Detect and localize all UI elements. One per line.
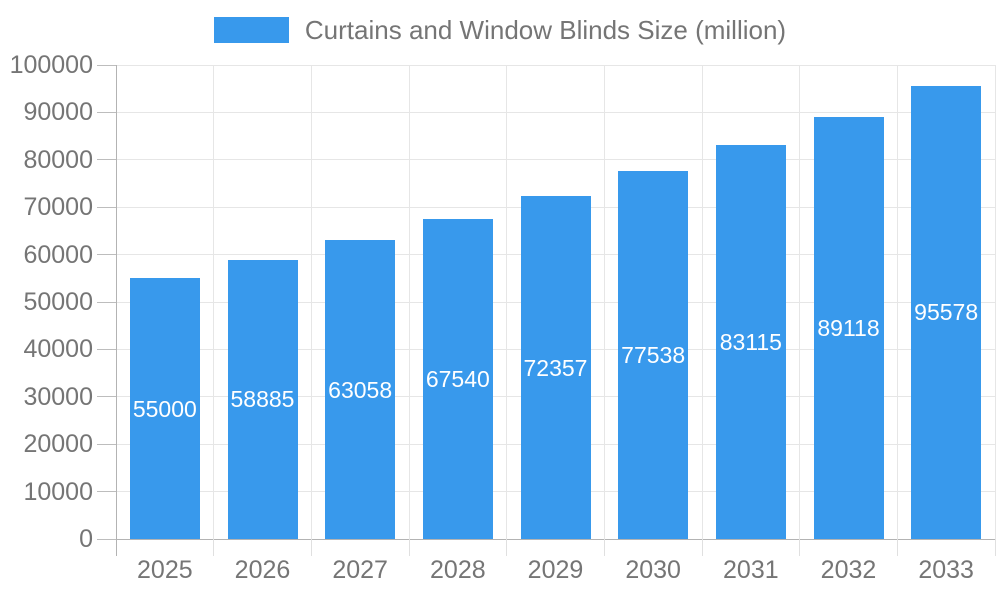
bar-value-label: 55000 [132,395,197,422]
y-axis-tick [97,443,116,445]
y-axis-label: 60000 [23,240,93,269]
y-axis-label: 0 [79,525,93,553]
bar [618,171,689,539]
legend-label: Curtains and Window Blinds Size (million… [304,14,787,45]
y-axis-tick [97,491,116,493]
x-axis-tick [506,539,508,556]
y-axis-tick [97,111,116,113]
x-axis-tick [799,539,801,556]
x-axis-tick [213,539,215,556]
v-gridline [799,65,801,539]
bar-value-label: 95578 [914,299,979,326]
x-axis-label: 2026 [234,556,291,584]
bar [911,85,982,539]
bar-value-label: 89118 [817,314,880,341]
bar-value-label: 72357 [523,354,588,381]
x-axis-label: 2030 [625,556,681,584]
x-axis-tick [994,539,996,556]
x-axis-tick [896,539,898,556]
bar [813,116,884,539]
x-axis-label: 2032 [820,556,877,584]
x-axis-label: 2028 [430,556,486,584]
y-axis-tick [97,396,116,398]
legend: Curtains and Window Blinds Size (million… [0,15,1000,45]
v-gridline [310,65,312,539]
y-axis-label: 90000 [23,98,93,127]
bar [422,218,493,539]
y-axis-line [115,65,117,539]
bar-value-label: 83115 [719,329,782,356]
bar [715,145,786,539]
v-gridline [994,65,996,539]
bar [129,278,200,539]
y-axis-label: 30000 [23,382,93,411]
x-axis-line [116,538,995,540]
v-gridline [701,65,703,539]
y-axis-label: 10000 [23,477,93,506]
h-gridline [116,64,995,66]
bar-value-label: 67540 [425,365,490,392]
v-gridline [213,65,215,539]
h-gridline [116,111,995,113]
y-axis-label: 40000 [23,335,93,364]
x-axis-tick [603,539,605,556]
y-axis-label: 100000 [9,51,93,79]
x-axis-tick [408,539,410,556]
v-gridline [603,65,605,539]
y-axis-label: 50000 [23,288,93,316]
x-axis-label: 2033 [918,556,974,584]
y-axis-tick [97,206,116,208]
v-gridline [506,65,508,539]
y-axis-tick [97,254,116,256]
legend-swatch [213,17,289,43]
y-axis-tick [97,301,116,303]
x-axis-label: 2031 [723,556,779,584]
bar [325,240,396,539]
y-axis-label: 20000 [23,430,93,459]
y-axis-label: 80000 [23,145,93,174]
y-axis-tick [97,159,116,161]
x-axis-tick [701,539,703,556]
x-axis-label: 2025 [137,556,193,584]
bar-value-label: 63058 [328,376,393,403]
v-gridline [408,65,410,539]
bar-value-label: 77538 [621,342,686,369]
x-axis-tick [115,539,117,556]
x-axis-tick [310,539,312,556]
bar [227,259,298,539]
bar [520,196,591,539]
h-gridline [116,159,995,161]
bar-value-label: 58885 [230,386,295,413]
x-axis-label: 2027 [332,556,388,584]
y-axis-label: 70000 [23,193,93,222]
x-axis-label: 2029 [527,556,584,584]
y-axis-tick [97,538,116,540]
v-gridline [896,65,898,539]
y-axis-tick [97,64,116,66]
y-axis-tick [97,348,116,350]
